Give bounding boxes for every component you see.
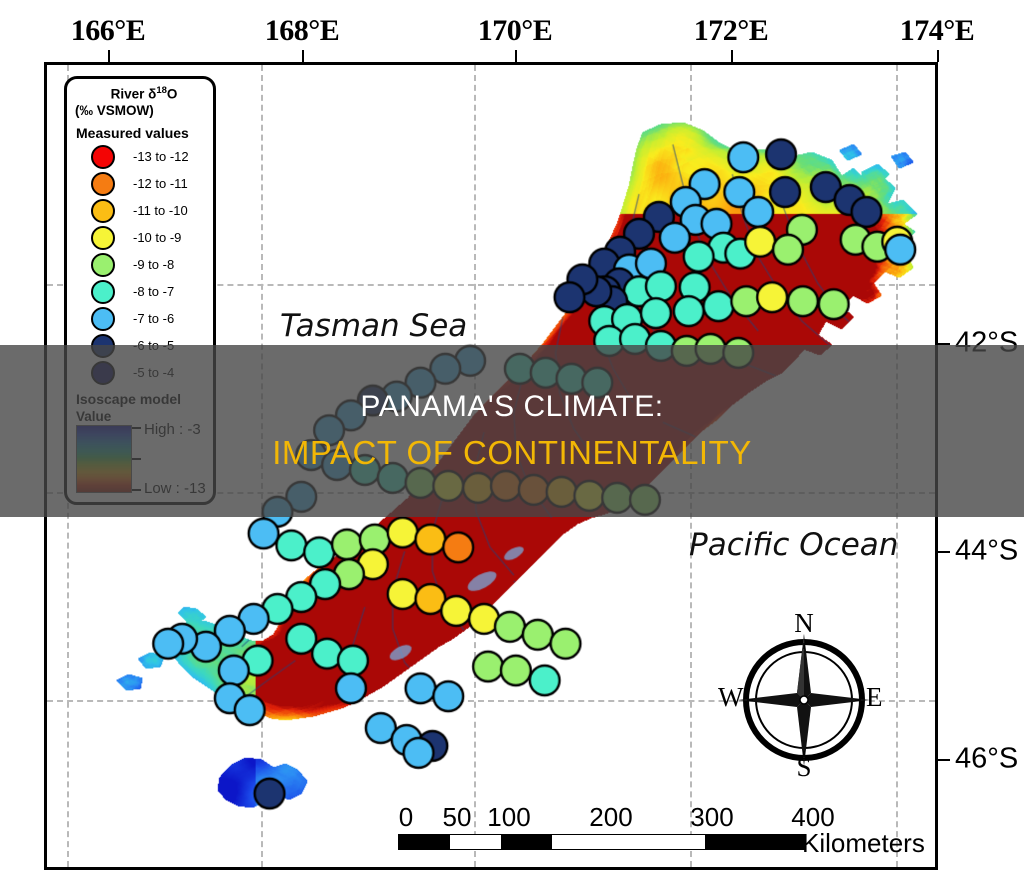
longitude-tick-2 (515, 50, 517, 62)
latitude-tick-1 (938, 551, 950, 553)
legend-row-7: -6 to -5 (73, 332, 207, 359)
compass-label-west: W (718, 682, 744, 712)
isoscape-ramp-group: High : -3 Low : -13 (73, 421, 207, 497)
legend-measured-list: -13 to -12 -12 to -11 -11 to -10 -10 to -9 -… (73, 143, 207, 386)
legend-swatch-1 (91, 171, 115, 196)
longitude-label-1: 168°E (264, 14, 340, 47)
longitude-tick-3 (731, 50, 733, 62)
legend-row-4: -9 to -8 (73, 251, 207, 278)
legend-label-4: -9 to -8 (133, 257, 175, 273)
legend-row-5: -8 to -7 (73, 278, 207, 305)
scale-bar-graphic (398, 834, 806, 850)
map-legend[interactable]: River δ18O (‰ VSMOW) Measured values -13… (64, 76, 216, 506)
scale-tick-1: 50 (442, 802, 472, 832)
scale-bar-unit-label: Kilometers (802, 828, 925, 858)
legend-swatch-5 (91, 279, 115, 304)
compass-svg (738, 634, 870, 766)
compass-label-north: N (794, 608, 814, 638)
compass-label-south: S (796, 752, 812, 782)
legend-label-0: -13 to -12 (133, 149, 189, 165)
legend-label-1: -12 to -11 (133, 176, 188, 192)
latitude-label-2: 46°S (955, 742, 1019, 775)
legend-measured-header: Measured values (76, 125, 189, 142)
longitude-tick-0 (108, 50, 110, 62)
scale-bar: 0 50 100 200 300 400 Kilometers (398, 802, 925, 862)
ramp-tick-marks (132, 425, 142, 493)
legend-swatch-8 (91, 360, 115, 385)
legend-row-0: -13 to -12 (73, 143, 207, 170)
legend-swatch-3 (91, 225, 115, 250)
scale-bar-tick-labels: 0 50 100 200 300 400 (398, 802, 918, 832)
legend-isoscape-header: Isoscape model (76, 391, 182, 408)
compass-rose: N S E W (716, 608, 892, 788)
legend-units: (‰ VSMOW) (75, 103, 154, 119)
ramp-high-label: High : -3 (144, 421, 201, 439)
scale-tick-5: 400 (791, 802, 835, 832)
longitude-label-4: 174°E (899, 14, 975, 47)
ramp-label-group: High : -3 Low : -13 (142, 421, 206, 497)
legend-row-3: -10 to -9 (73, 224, 207, 251)
isoscape-color-ramp (76, 425, 132, 494)
legend-swatch-0 (91, 144, 115, 169)
latitude-tick-0 (938, 343, 950, 345)
latitude-tick-2 (938, 759, 950, 761)
legend-swatch-7 (91, 333, 115, 358)
latitude-label-1: 44°S (955, 534, 1019, 567)
longitude-tick-4 (937, 50, 939, 62)
legend-label-3: -10 to -9 (133, 230, 182, 246)
legend-row-1: -12 to -11 (73, 170, 207, 197)
longitude-label-3: 172°E (693, 14, 769, 47)
scale-tick-3: 200 (589, 802, 633, 832)
longitude-label-2: 170°E (477, 14, 553, 47)
legend-label-2: -11 to -10 (133, 203, 188, 219)
label-pacific-ocean: Pacific Ocean (689, 527, 899, 563)
legend-row-8: -5 to -4 (73, 359, 207, 386)
legend-row-2: -11 to -10 (73, 197, 207, 224)
legend-label-6: -7 to -6 (133, 311, 175, 327)
legend-label-7: -6 to -5 (133, 338, 175, 354)
legend-label-8: -5 to -4 (133, 365, 175, 381)
legend-row-6: -7 to -6 (73, 305, 207, 332)
longitude-label-0: 166°E (70, 14, 146, 47)
legend-title-tail: O (166, 86, 178, 102)
scale-tick-4: 300 (690, 802, 734, 832)
legend-title-text: River δ (110, 86, 157, 102)
legend-label-5: -8 to -7 (133, 284, 175, 300)
latitude-label-0: 42°S (955, 326, 1019, 359)
scale-tick-2: 100 (487, 802, 531, 832)
legend-swatch-2 (91, 198, 115, 223)
longitude-tick-1 (302, 50, 304, 62)
legend-swatch-4 (91, 252, 115, 277)
legend-title: River δ18O (73, 85, 207, 103)
legend-swatch-6 (91, 306, 115, 331)
scale-tick-0: 0 (398, 802, 414, 832)
legend-title-superscript: 18 (156, 85, 167, 96)
compass-label-east: E (866, 682, 883, 712)
label-tasman-sea: Tasman Sea (280, 308, 468, 344)
ramp-low-label: Low : -13 (144, 480, 206, 498)
